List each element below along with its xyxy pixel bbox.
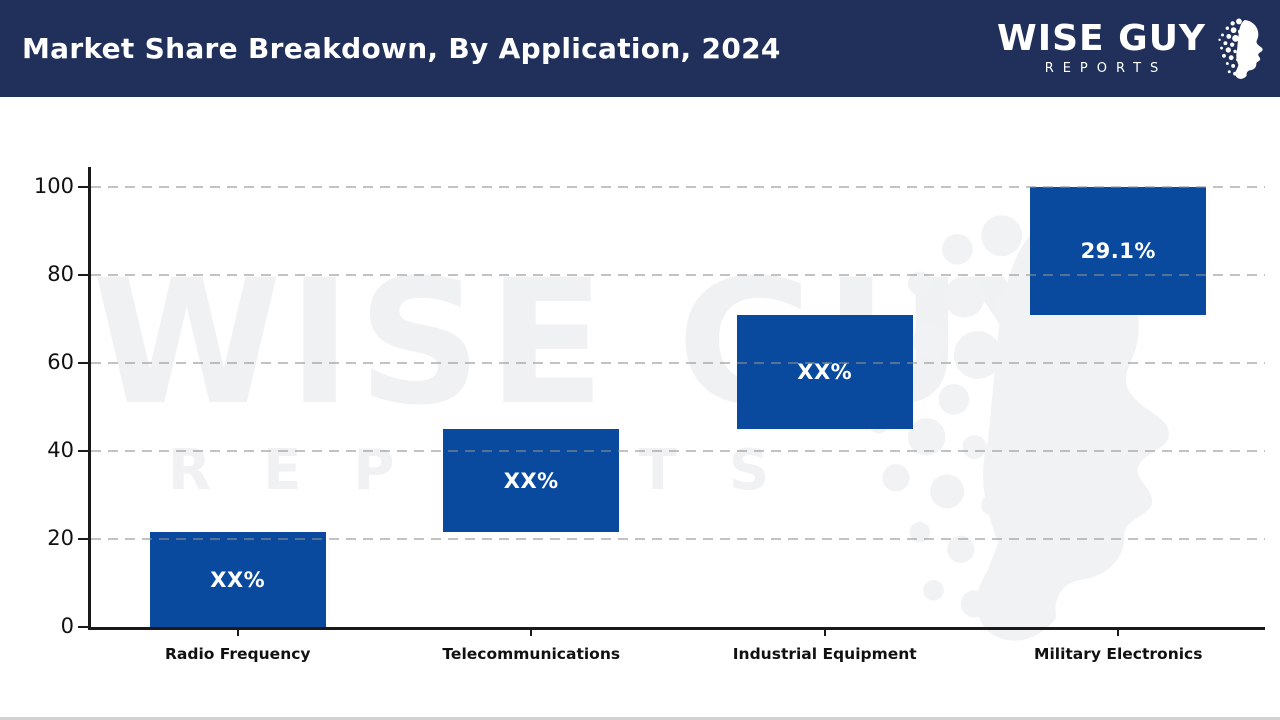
y-axis-tick [78,450,88,452]
chart-area: WISE GUY REPORTS XX%Radio FrequencyXX%Te… [0,97,1280,720]
gridline [91,450,1265,452]
x-axis-category-label: Industrial Equipment [732,645,917,663]
gridline [91,186,1265,188]
bar-segment: XX% [443,429,620,533]
y-axis-tick [78,538,88,540]
y-axis-tick [78,362,88,364]
x-axis-tick [236,627,239,636]
gridline [91,538,1265,540]
x-axis-category-label: Military Electronics [1034,645,1203,663]
bar-segment: XX% [736,315,913,430]
x-axis-tick [1117,627,1120,636]
y-axis-tick-label: 60 [47,350,74,374]
y-axis-tick [78,626,88,628]
y-axis-tick-label: 20 [47,526,74,550]
y-axis-tick-label: 80 [47,262,74,286]
gridline [91,274,1265,276]
y-axis-tick [78,274,88,276]
bar-value-label: XX% [797,360,853,385]
header: Market Share Breakdown, By Application, … [0,0,1280,97]
y-axis-tick-label: 100 [33,174,74,198]
x-axis-tick [530,627,533,636]
bar-segment: XX% [149,532,326,627]
bar-segment: 29.1% [1030,187,1207,316]
bar-value-label: 29.1% [1080,239,1156,264]
page-bottom-divider [0,717,1280,720]
logo-wordmark: WISE GUY [996,18,1206,59]
bar-value-label: XX% [210,567,266,592]
bar-value-label: XX% [503,468,559,493]
logo-text: WISE GUY REPORTS [996,18,1206,77]
logo-subtitle: REPORTS [1044,61,1168,76]
wise-guy-reports-logo: WISE GUY REPORTS [997,7,1266,91]
logo-face-icon [1208,7,1266,91]
gridline [91,362,1265,364]
x-axis-tick [823,627,826,636]
y-axis-tick [78,186,88,188]
y-axis-tick-label: 40 [47,438,74,462]
x-axis-category-label: Radio Frequency [164,645,311,663]
x-axis-category-label: Telecommunications [442,645,621,663]
y-axis-tick-label: 0 [60,614,74,638]
page-title: Market Share Breakdown, By Application, … [22,32,781,65]
plot-area: XX% Radio Frequency XX% Telecommunications X… [34,167,1265,663]
